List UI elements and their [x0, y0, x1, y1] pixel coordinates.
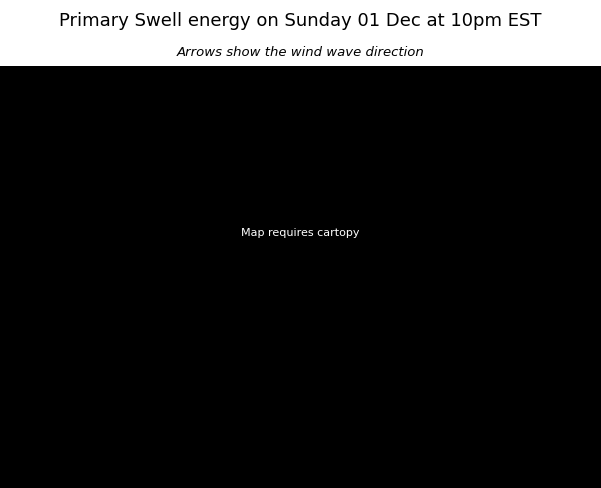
Text: Arrows show the wind wave direction: Arrows show the wind wave direction	[177, 46, 424, 59]
Text: Primary Swell energy on Sunday 01 Dec at 10pm EST: Primary Swell energy on Sunday 01 Dec at…	[59, 12, 542, 30]
Text: Map requires cartopy: Map requires cartopy	[241, 228, 360, 238]
